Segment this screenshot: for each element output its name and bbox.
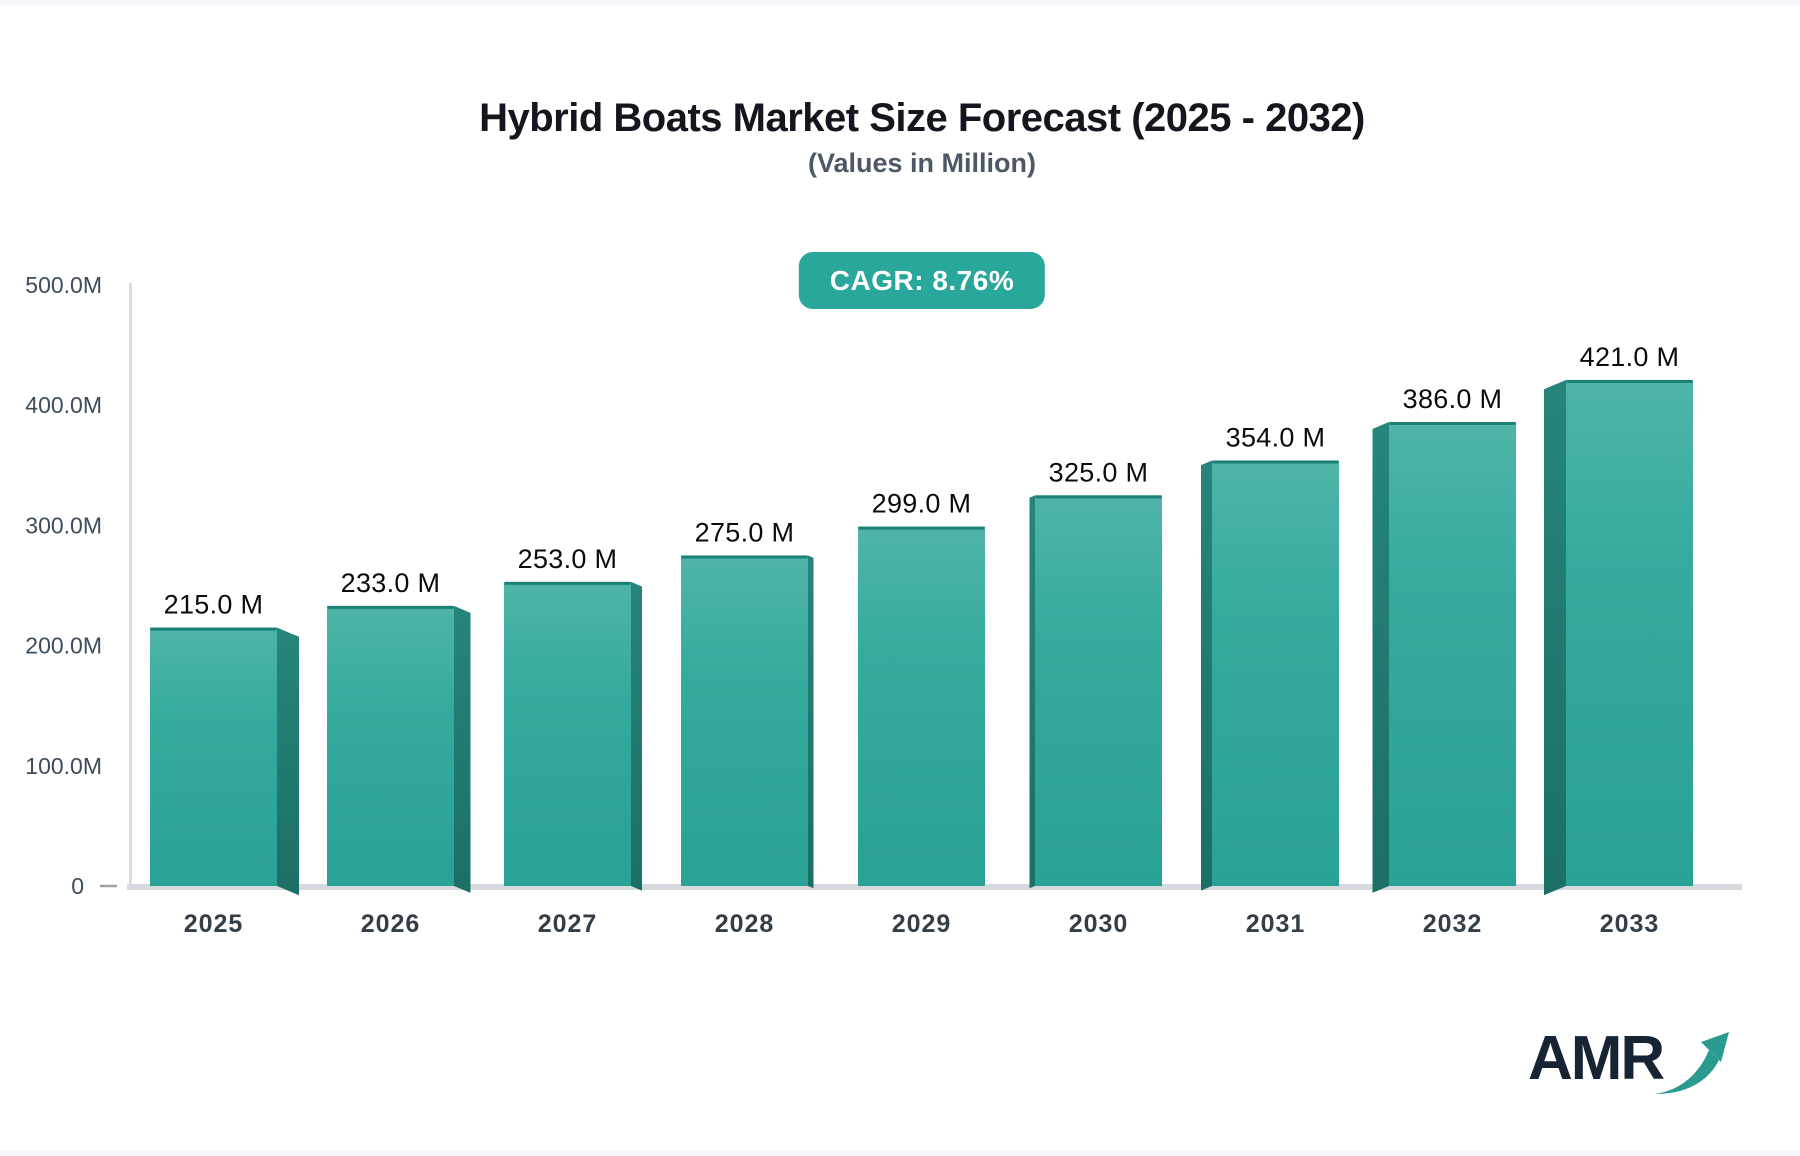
- x-axis-line: [127, 884, 1742, 890]
- bar-front-face: [858, 526, 985, 886]
- bottom-edge-strip: [0, 1151, 1800, 1156]
- y-tick-label: 500.0M: [25, 272, 102, 298]
- bar-2030: 325.0 M 2030: [1029, 457, 1162, 938]
- bar-front-face: [1566, 379, 1693, 886]
- bar-2032: 386.0 M 2032: [1372, 384, 1516, 938]
- y-tick-label: 200.0M: [25, 633, 102, 659]
- x-axis-category-label: 2032: [1423, 910, 1483, 938]
- bar-2033: 421.0 M 2033: [1544, 342, 1693, 938]
- bar-side-face: [808, 555, 814, 889]
- x-axis-category-label: 2026: [361, 910, 421, 938]
- x-axis-category-label: 2028: [715, 910, 775, 938]
- bar-2028: 275.0 M 2028: [681, 517, 814, 938]
- bar-value-label: 215.0 M: [164, 590, 264, 620]
- bar-side-face: [1029, 495, 1035, 889]
- bar-side-face: [631, 581, 642, 891]
- bar-front-face: [327, 605, 454, 886]
- x-axis-category-label: 2031: [1246, 910, 1306, 938]
- bar-value-label: 325.0 M: [1049, 457, 1149, 487]
- bar-front-face: [681, 555, 808, 886]
- amr-logo-text: AMR: [1528, 1024, 1665, 1093]
- x-axis-category-label: 2027: [538, 910, 598, 938]
- bar-side-face: [1372, 422, 1389, 893]
- bar-side-face: [454, 605, 471, 893]
- bar-value-label: 253.0 M: [518, 544, 618, 574]
- bar-side-face: [1201, 460, 1212, 891]
- top-edge-strip: [0, 0, 1800, 5]
- bar-value-label: 299.0 M: [872, 489, 972, 519]
- bar-front-face: [1212, 460, 1339, 886]
- bar-2031: 354.0 M 2031: [1201, 422, 1339, 938]
- bar-value-label: 275.0 M: [695, 517, 795, 547]
- amr-logo-arrow-icon: [1655, 1032, 1730, 1094]
- bar-front-face: [1389, 422, 1516, 886]
- bar-value-label: 386.0 M: [1403, 384, 1503, 414]
- cagr-badge: CAGR: 8.76%: [798, 252, 1046, 309]
- bar-value-label: 354.0 M: [1226, 422, 1326, 452]
- bar-front-face: [504, 581, 631, 886]
- x-axis-category-label: 2033: [1600, 910, 1660, 938]
- bar-side-face: [277, 627, 299, 896]
- bar-2027: 253.0 M 2027: [504, 544, 642, 938]
- x-axis-category-label: 2030: [1069, 910, 1129, 938]
- y-tick-label: 400.0M: [25, 392, 102, 418]
- bar-value-label: 421.0 M: [1580, 342, 1680, 372]
- bar-front-face: [1035, 495, 1162, 886]
- bar-side-face: [1544, 379, 1566, 896]
- y-tick-label: 100.0M: [25, 753, 102, 779]
- x-axis-category-label: 2025: [184, 910, 244, 938]
- bar-2029: 299.0 M 2029: [858, 489, 985, 938]
- bar-front-face: [150, 627, 277, 886]
- bar-2025: 215.0 M 2025: [150, 590, 299, 938]
- x-axis-category-label: 2029: [892, 910, 952, 938]
- y-tick-label: 0: [71, 873, 84, 899]
- bar-2026: 233.0 M 2026: [327, 568, 471, 938]
- y-tick-label: 300.0M: [25, 512, 102, 538]
- chart-subtitle: (Values in Million): [807, 148, 1037, 178]
- chart-title: Hybrid Boats Market Size Forecast (2025 …: [479, 96, 1365, 140]
- amr-logo: AMR: [1528, 1028, 1731, 1100]
- bar-value-label: 233.0 M: [341, 568, 441, 598]
